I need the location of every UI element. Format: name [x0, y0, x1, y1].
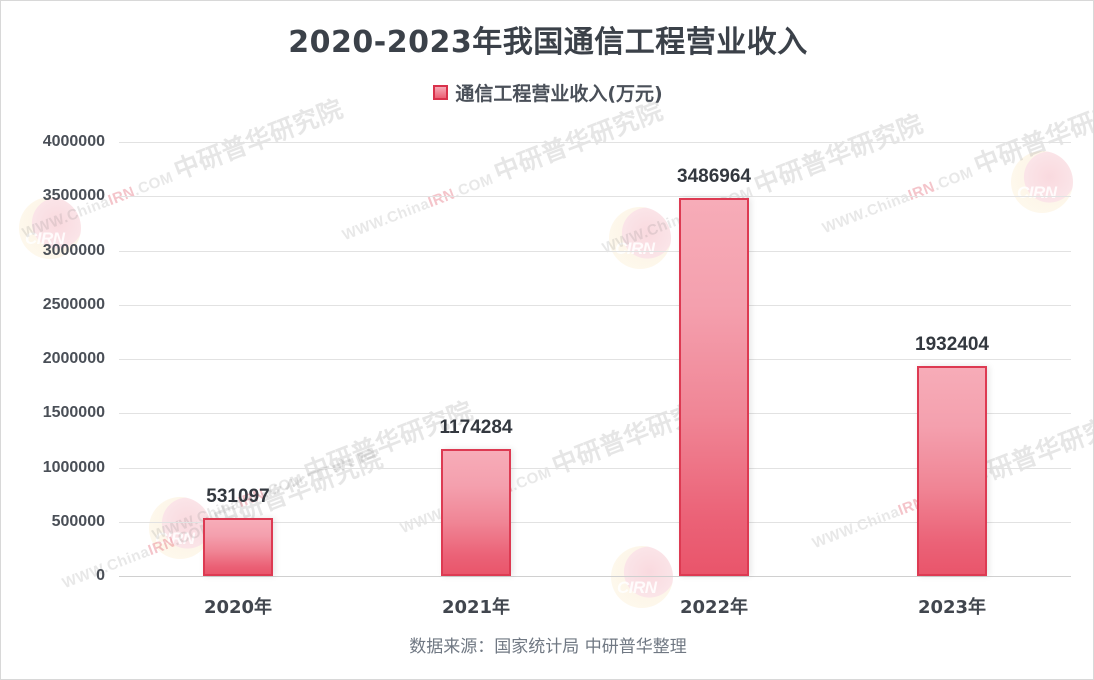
bar[interactable]: [441, 448, 511, 576]
y-axis-tick-label: 1000000: [42, 458, 105, 476]
gridline: [119, 250, 1071, 252]
source-note: 数据来源：国家统计局 中研普华整理: [409, 637, 687, 657]
gridline: [119, 576, 1071, 577]
chart-legend: 通信工程营业收入(万元): [1, 79, 1093, 106]
y-axis-tick-label: 2000000: [42, 350, 105, 367]
gridline: [119, 142, 1071, 143]
y-axis-tick-label: 3500000: [42, 187, 105, 205]
gridline: [119, 413, 1071, 415]
gridline: [119, 304, 1071, 306]
bar-value-label: 1174284: [439, 416, 513, 438]
legend-label: 通信工程营业收入(万元): [455, 83, 663, 105]
y-axis-tick-label: 3000000: [42, 241, 105, 259]
x-axis-tick-label: 2021年: [441, 597, 511, 618]
watermark-logo-text: CIRN: [617, 578, 657, 597]
legend-swatch-icon: [433, 85, 449, 100]
y-axis-tick-label: 500000: [51, 512, 105, 530]
bar-value-label: 1932404: [915, 334, 989, 356]
bar[interactable]: [679, 197, 749, 576]
y-axis-tick-label: 4000000: [42, 133, 105, 150]
bar-value-label: 531097: [206, 486, 270, 508]
bar-series: [119, 142, 1071, 576]
gridline: [119, 467, 1071, 469]
x-axis-tick-label: 2022年: [679, 597, 749, 618]
bar[interactable]: [917, 366, 987, 576]
x-axis-tick-label: 2020年: [203, 597, 273, 618]
y-axis-tick-label: 1500000: [42, 404, 105, 422]
x-axis-tick-label: 2023年: [917, 597, 987, 618]
y-axis-tick-label: 0: [96, 567, 105, 584]
gridline: [119, 359, 1071, 360]
plot-area: [119, 142, 1071, 577]
gridline: [119, 196, 1071, 198]
bar[interactable]: [203, 518, 273, 576]
y-axis-labels: 0 500000 1000000 1500000 2000000 2500000 30000…: [1, 133, 105, 584]
chart-title: 2020-2023年我国通信工程营业收入: [288, 25, 808, 60]
bar-value-label: 3486964: [677, 165, 751, 187]
gridline: [119, 521, 1071, 523]
y-axis-tick-label: 2500000: [42, 295, 105, 313]
